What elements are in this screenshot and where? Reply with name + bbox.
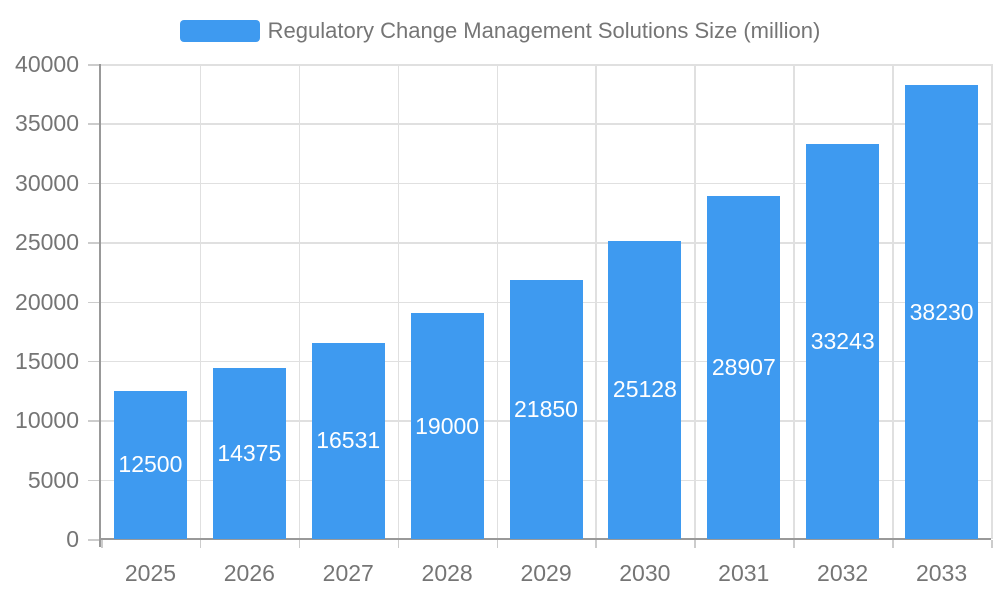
x-tick <box>397 540 400 548</box>
gridline-v <box>694 64 696 539</box>
x-tick-label: 2029 <box>520 560 572 586</box>
x-tick-label: 2025 <box>124 560 177 586</box>
bar-2029[interactable]: 21850 <box>509 279 583 539</box>
bar-value-label: 38230 <box>909 298 974 325</box>
gridline-v <box>793 64 795 539</box>
y-tick-label: 30000 <box>15 169 79 196</box>
x-tick <box>991 540 993 548</box>
legend-swatch-icon <box>179 20 260 42</box>
bar-2026[interactable]: 14375 <box>212 368 286 539</box>
x-tick-label: 2028 <box>421 560 473 586</box>
x-tick-label: 2031 <box>718 560 770 586</box>
x-tick <box>694 540 696 548</box>
gridline-v <box>892 64 894 539</box>
bar-value-label: 19000 <box>415 412 480 439</box>
y-tick-label: 40000 <box>15 51 79 77</box>
y-tick-label: 20000 <box>15 288 79 315</box>
bar-value-label: 28907 <box>711 353 776 380</box>
bar-value-label: 12500 <box>118 451 183 478</box>
bar-value-label: 25128 <box>612 376 677 403</box>
y-tick <box>88 360 99 363</box>
gridline-v <box>199 64 202 539</box>
x-tick <box>101 540 103 548</box>
gridline-v <box>397 64 400 539</box>
gridline-v <box>991 64 993 539</box>
x-tick <box>199 540 202 548</box>
y-tick <box>88 479 99 482</box>
bar-2031[interactable]: 28907 <box>707 195 781 539</box>
gridline-v <box>298 64 301 539</box>
bar-2027[interactable]: 16531 <box>311 342 385 539</box>
y-tick <box>88 64 99 66</box>
y-tick-label: 10000 <box>15 407 79 434</box>
legend-item[interactable]: Regulatory Change Management Solutions S… <box>0 17 1000 45</box>
y-tick <box>88 420 99 422</box>
bar-2025[interactable]: 12500 <box>113 390 187 539</box>
y-tick-label: 0 <box>66 526 79 552</box>
x-tick <box>793 540 795 548</box>
y-tick <box>88 123 99 125</box>
gridline-h <box>101 242 991 244</box>
bar-value-label: 21850 <box>514 395 578 422</box>
x-tick-label: 2026 <box>223 560 275 586</box>
gridline-h <box>101 182 991 185</box>
y-tick <box>88 242 99 244</box>
x-tick-label: 2033 <box>915 560 968 586</box>
y-tick-label: 5000 <box>27 466 79 493</box>
x-tick-label: 2027 <box>322 560 374 586</box>
y-tick <box>88 182 99 185</box>
gridline-h <box>101 123 991 125</box>
bar-2033[interactable]: 38230 <box>905 85 979 539</box>
y-tick-label: 15000 <box>15 347 79 374</box>
x-tick <box>595 540 597 548</box>
bar-value-label: 14375 <box>217 440 282 467</box>
bar-2032[interactable]: 33243 <box>806 144 880 539</box>
x-tick-label: 2032 <box>817 560 869 586</box>
x-tick <box>298 540 301 548</box>
x-tick-label: 2030 <box>619 560 671 586</box>
y-tick-label: 35000 <box>15 110 79 137</box>
bar-2028[interactable]: 19000 <box>410 313 484 539</box>
bar-value-label: 33243 <box>810 328 875 355</box>
y-tick-label: 25000 <box>15 229 79 256</box>
bar-value-label: 16531 <box>316 427 381 454</box>
y-tick <box>88 539 99 541</box>
x-tick <box>892 540 894 548</box>
gridline-v <box>595 64 597 539</box>
x-tick <box>496 540 499 548</box>
gridline-v <box>496 64 499 539</box>
x-axis-line <box>99 538 991 540</box>
gridline-h <box>101 64 991 66</box>
bar-2030[interactable]: 25128 <box>608 240 682 539</box>
y-tick <box>88 301 99 303</box>
y-axis-line <box>99 64 101 547</box>
legend-label: Regulatory Change Management Solutions S… <box>267 18 821 43</box>
